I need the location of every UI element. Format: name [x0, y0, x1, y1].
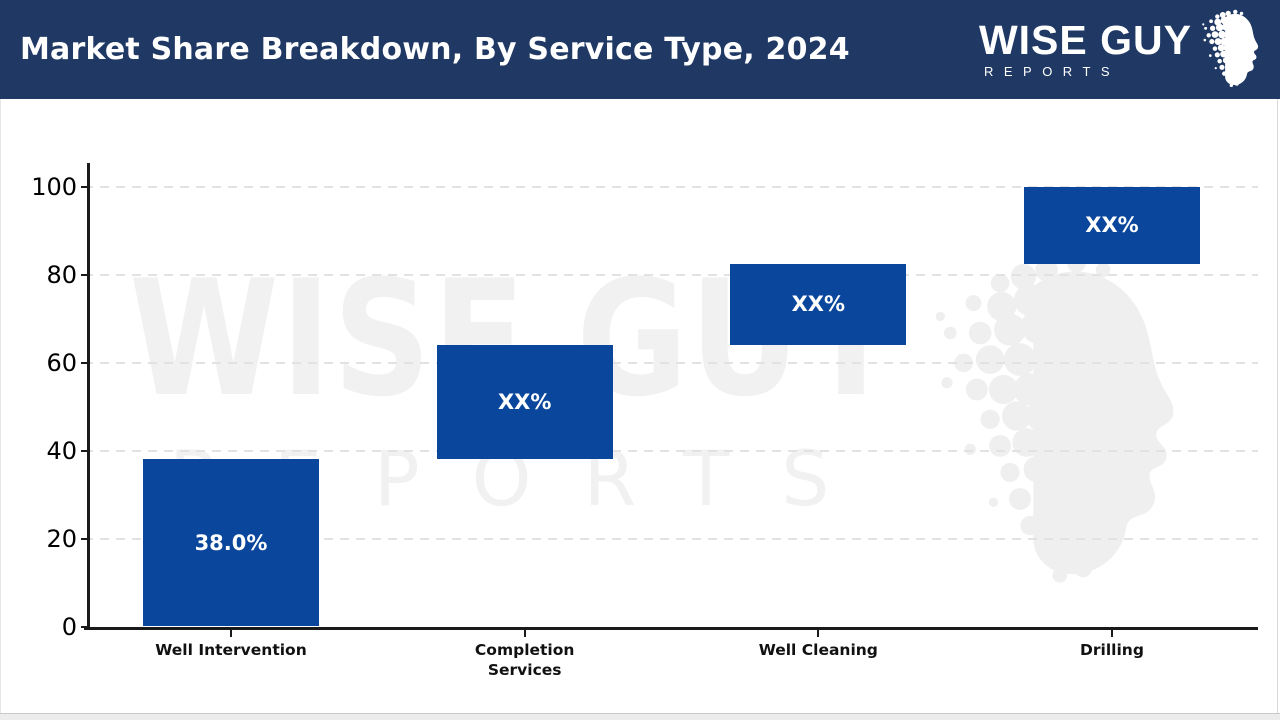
y-tick-label-60: 60	[46, 348, 77, 377]
bar-completion-services: XX%	[436, 344, 613, 460]
y-tick-label-0: 0	[61, 612, 77, 641]
bar-value-label-drilling: XX%	[1085, 213, 1139, 237]
x-tick-well-cleaning	[817, 629, 820, 637]
gridline-40	[84, 449, 1258, 452]
logo-wordmark: WISE GUY	[978, 16, 1192, 63]
y-tick-60	[81, 361, 89, 364]
bar-drilling: XX%	[1024, 186, 1200, 264]
header-bar: Market Share Breakdown, By Service Type,…	[0, 0, 1280, 99]
bar-value-label-completion-services: XX%	[497, 390, 552, 415]
y-tick-80	[81, 273, 89, 276]
gridline-80	[84, 273, 1258, 276]
chart-area: WISE GUY REPORTS 0 20 40 60 80 100 38.0% Well I…	[0, 99, 1278, 714]
wiseguy-head-icon	[1202, 9, 1259, 88]
y-tick-label-40: 40	[46, 436, 77, 465]
y-axis-spine	[87, 163, 90, 630]
y-tick-label-20: 20	[46, 524, 77, 553]
y-tick-20	[81, 537, 89, 540]
bar-well-cleaning: XX%	[730, 263, 907, 345]
x-category-label-well-cleaning: Well Cleaning	[758, 640, 878, 659]
y-tick-label-80: 80	[46, 260, 77, 289]
bar-well-intervention: 38.0%	[143, 459, 319, 627]
y-tick-40	[81, 449, 89, 452]
x-tick-drilling	[1111, 629, 1113, 637]
wiseguy-logo: WISE GUY REPORTS	[979, 8, 1266, 90]
bar-value-label-well-intervention: 38.0%	[194, 530, 268, 555]
x-category-label-well-intervention: Well Intervention	[155, 640, 307, 659]
logo-subtitle: REPORTS	[983, 63, 1121, 79]
chart-title: Market Share Breakdown, By Service Type,…	[20, 32, 850, 67]
y-tick-label-100: 100	[31, 172, 77, 201]
gridline-100	[84, 185, 1258, 188]
logo-text: WISE GUY REPORTS	[978, 16, 1192, 79]
x-tick-well-intervention	[230, 629, 232, 637]
x-axis-spine	[84, 626, 1258, 630]
x-category-label-drilling: Drilling	[1080, 640, 1144, 659]
gridline-60	[84, 361, 1258, 364]
gridline-20	[84, 537, 1258, 540]
page-bottom-strip	[0, 713, 1280, 720]
bar-value-label-well-cleaning: XX%	[791, 292, 846, 317]
x-tick-completion-services	[523, 629, 526, 637]
y-tick-100	[81, 185, 89, 188]
x-category-label-completion-services: Completion Services	[474, 640, 575, 679]
